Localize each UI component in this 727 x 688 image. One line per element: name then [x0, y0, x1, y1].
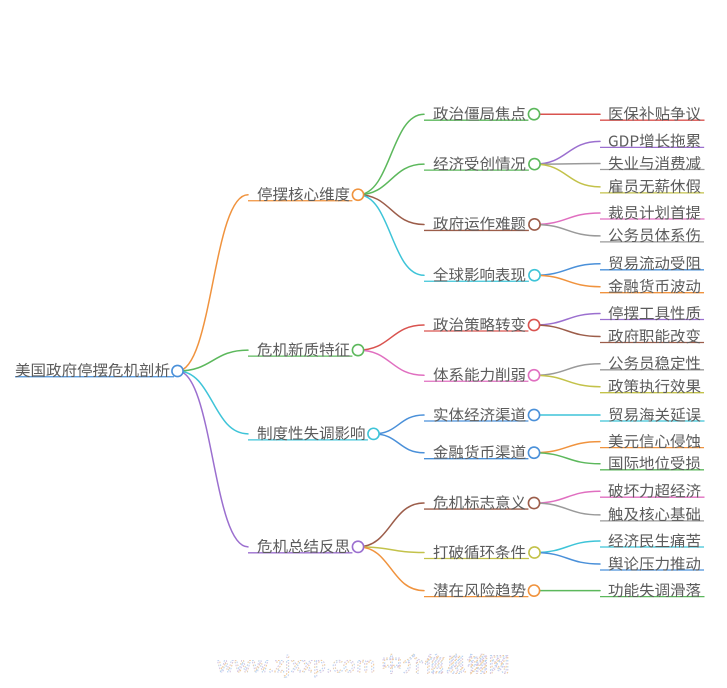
- svg-text:政府运作难题: 政府运作难题: [433, 213, 527, 235]
- svg-text:实体经济渠道: 实体经济渠道: [433, 403, 526, 425]
- svg-text:金融货币波动: 金融货币波动: [608, 275, 701, 297]
- svg-text:危机标志意义: 危机标志意义: [433, 491, 526, 513]
- svg-text:经济受创情况: 经济受创情况: [433, 152, 527, 174]
- svg-text:国际地位受损: 国际地位受损: [608, 452, 701, 474]
- svg-text:失业与消费减: 失业与消费减: [608, 152, 702, 174]
- svg-text:美国政府停摆危机剖析: 美国政府停摆危机剖析: [15, 359, 170, 381]
- svg-text:金融货币渠道: 金融货币渠道: [433, 441, 526, 463]
- svg-text:危机总结反思: 危机总结反思: [257, 535, 350, 557]
- svg-text:危机新质特征: 危机新质特征: [257, 338, 350, 360]
- svg-text:GDP增长拖累: GDP增长拖累: [608, 130, 701, 152]
- svg-text:美元信心侵蚀: 美元信心侵蚀: [608, 430, 701, 452]
- svg-text:政治策略转变: 政治策略转变: [433, 313, 526, 335]
- svg-text:经济民生痛苦: 经济民生痛苦: [608, 529, 701, 551]
- svg-text:公务员稳定性: 公务员稳定性: [608, 352, 701, 374]
- svg-text:打破循环条件: 打破循环条件: [433, 541, 527, 563]
- svg-text:政策执行效果: 政策执行效果: [608, 375, 701, 397]
- svg-text:舆论压力推动: 舆论压力推动: [608, 552, 701, 574]
- svg-text:贸易流动受阻: 贸易流动受阻: [608, 252, 701, 274]
- svg-text:政府职能改变: 政府职能改变: [608, 325, 701, 347]
- svg-text:贸易海关延误: 贸易海关延误: [608, 403, 702, 425]
- svg-text:破坏力超经济: 破坏力超经济: [608, 479, 702, 501]
- svg-text:雇员无薪休假: 雇员无薪休假: [608, 175, 701, 197]
- svg-text:政治僵局焦点: 政治僵局焦点: [433, 102, 526, 124]
- svg-text:停摆核心维度: 停摆核心维度: [257, 183, 350, 205]
- svg-text:潜在风险趋势: 潜在风险趋势: [433, 579, 526, 601]
- svg-text:www.zjxxp.com 中介信息铺网: www.zjxxp.com 中介信息铺网: [217, 649, 510, 679]
- svg-text:裁员计划首提: 裁员计划首提: [608, 201, 702, 223]
- svg-text:全球影响表现: 全球影响表现: [433, 264, 527, 286]
- svg-text:体系能力削弱: 体系能力削弱: [433, 364, 526, 386]
- svg-text:触及核心基础: 触及核心基础: [608, 503, 701, 525]
- svg-text:医保补贴争议: 医保补贴争议: [608, 102, 702, 124]
- svg-text:公务员体系伤: 公务员体系伤: [608, 224, 701, 246]
- svg-text:制度性失调影响: 制度性失调影响: [257, 422, 366, 444]
- svg-text:功能失调滑落: 功能失调滑落: [608, 579, 702, 601]
- svg-text:停摆工具性质: 停摆工具性质: [608, 302, 701, 324]
